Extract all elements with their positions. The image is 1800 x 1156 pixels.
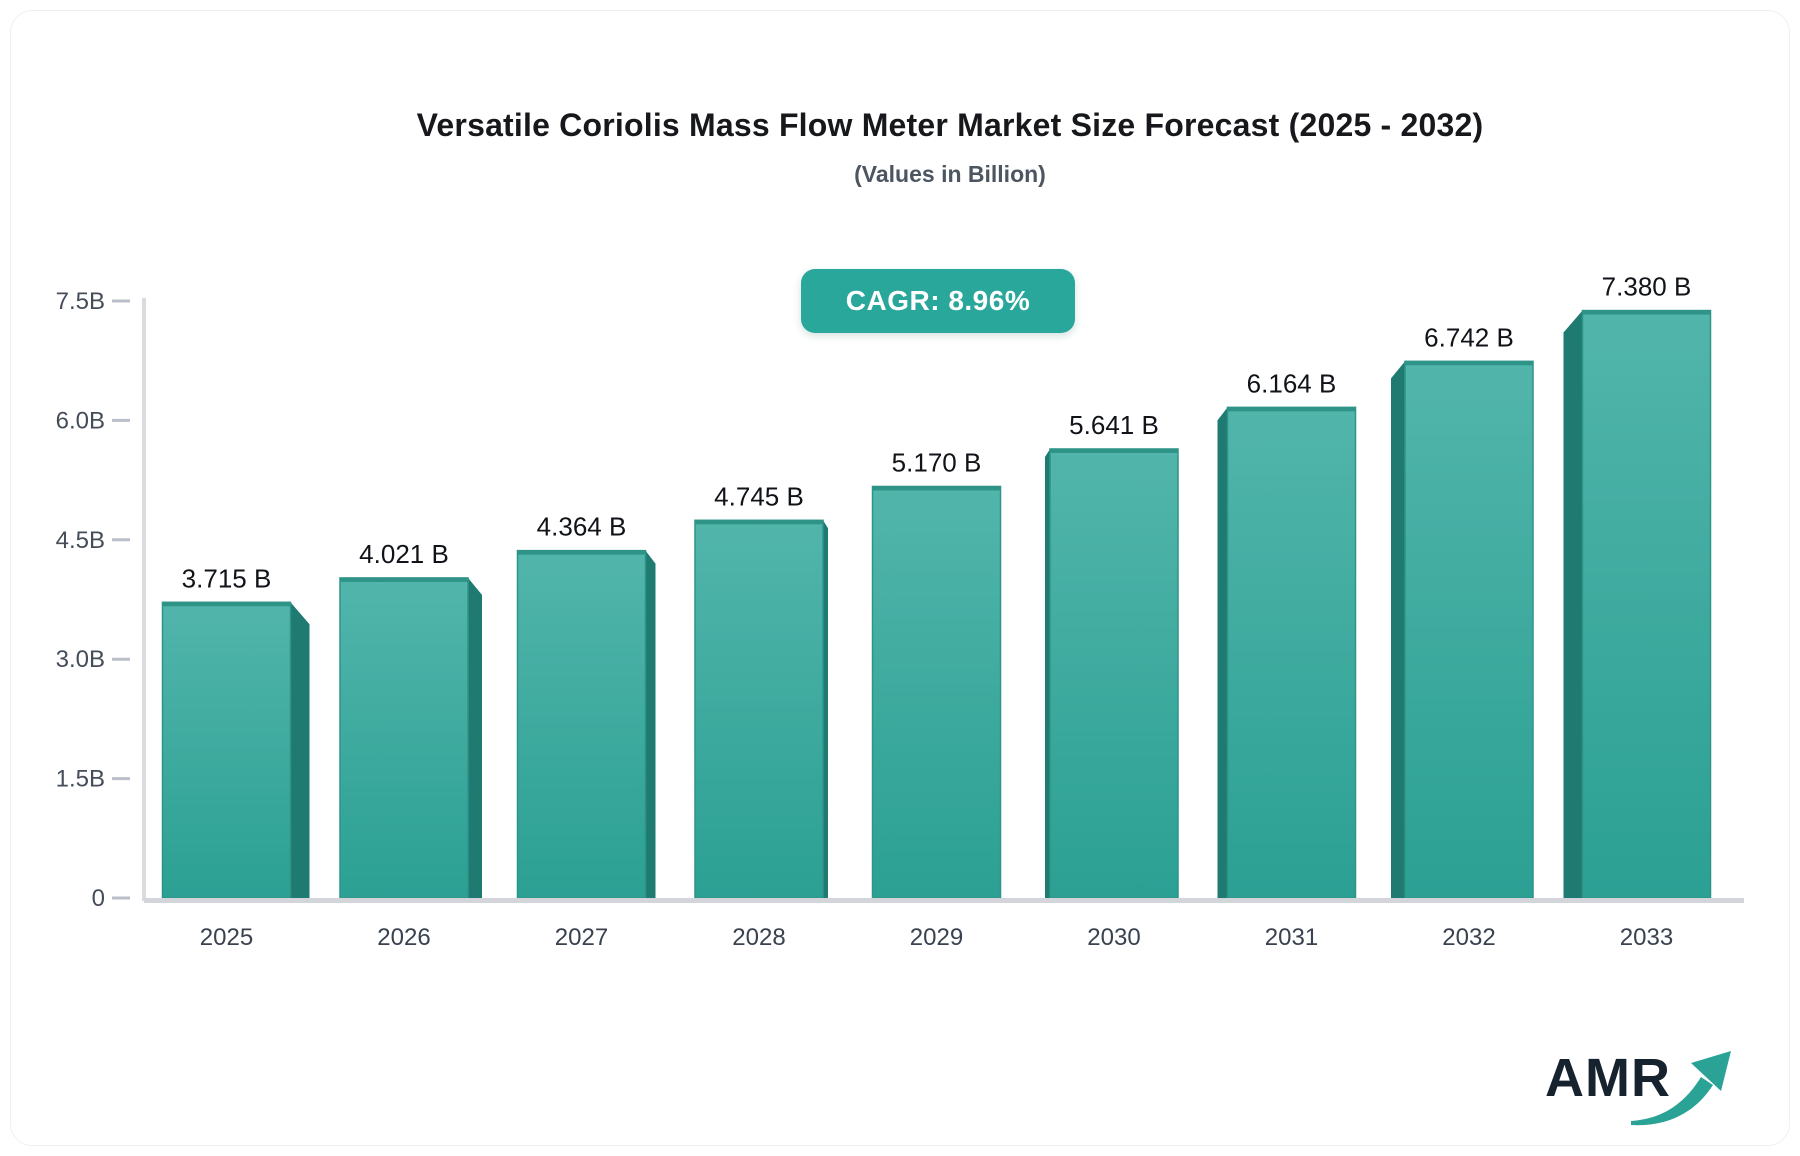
bar-value-label: 6.164 B bbox=[1247, 368, 1337, 398]
bar-side-face bbox=[468, 577, 482, 898]
bar-value-label: 3.715 B bbox=[182, 563, 272, 593]
bar-value-label: 6.742 B bbox=[1424, 322, 1514, 352]
x-axis-label: 2026 bbox=[377, 924, 430, 951]
bar-2032 bbox=[1404, 360, 1534, 899]
x-axis-label: 2032 bbox=[1442, 924, 1495, 951]
bar-2031 bbox=[1226, 406, 1357, 899]
bar-side-face bbox=[1045, 448, 1050, 898]
bar-top-edge bbox=[1050, 448, 1178, 453]
bar-value-label: 4.021 B bbox=[359, 539, 449, 569]
brand-logo-text: AMR bbox=[1545, 1048, 1671, 1108]
bar-value-label: 4.745 B bbox=[714, 481, 804, 511]
x-axis-label: 2029 bbox=[910, 924, 963, 951]
x-axis-label: 2030 bbox=[1087, 924, 1140, 951]
brand-logo: AMR bbox=[1545, 1039, 1765, 1129]
bar-side-face bbox=[290, 602, 310, 898]
brand-arrow-icon bbox=[1631, 1051, 1731, 1126]
bar-chart: 0 1.5B 3.0B 4.5B 6.0B 7.5B 3.715 B 2025 4.021 B 2… bbox=[56, 272, 1744, 951]
bar-2027 bbox=[516, 549, 647, 899]
bar-top-edge bbox=[1405, 361, 1533, 366]
cagr-badge-label: CAGR: 8.96% bbox=[845, 285, 1031, 316]
y-axis-label: 6.0B bbox=[56, 407, 105, 434]
bar-side-face bbox=[645, 550, 656, 898]
bar-top-edge bbox=[517, 550, 646, 555]
bar-side-face bbox=[1391, 361, 1405, 898]
bar-side-face bbox=[1563, 310, 1583, 898]
bar-side-face bbox=[1217, 407, 1228, 898]
bar-top-edge bbox=[162, 602, 291, 607]
y-axis-label: 3.0B bbox=[56, 646, 105, 673]
bar-value-label: 4.364 B bbox=[537, 512, 627, 542]
bar-2029 bbox=[871, 485, 1002, 899]
x-axis-label: 2033 bbox=[1620, 924, 1673, 951]
bar-2033 bbox=[1581, 309, 1712, 899]
y-axis-label: 4.5B bbox=[56, 527, 105, 554]
bar-top-edge bbox=[1227, 407, 1356, 412]
bar-value-label: 7.380 B bbox=[1602, 272, 1692, 302]
y-axis-label: 7.5B bbox=[56, 288, 105, 315]
x-axis-label: 2028 bbox=[732, 924, 785, 951]
bar-top-edge bbox=[1582, 310, 1711, 315]
x-axis-label: 2031 bbox=[1265, 924, 1318, 951]
chart-title: Versatile Coriolis Mass Flow Meter Marke… bbox=[416, 107, 1484, 143]
y-axis-label: 0 bbox=[92, 885, 105, 912]
bar-2025 bbox=[161, 601, 292, 899]
bar-2030 bbox=[1049, 448, 1179, 899]
bar-top-edge bbox=[340, 577, 468, 582]
cagr-badge: CAGR: 8.96% bbox=[801, 269, 1075, 333]
chart-subtitle: (Values in Billion) bbox=[854, 161, 1046, 187]
bar-2028 bbox=[694, 519, 824, 899]
bar-top-edge bbox=[872, 486, 1001, 491]
y-axis-label: 1.5B bbox=[56, 766, 105, 793]
bar-side-face bbox=[823, 520, 828, 898]
x-axis-label: 2027 bbox=[555, 924, 608, 951]
chart-card: Versatile Coriolis Mass Flow Meter Marke… bbox=[10, 10, 1790, 1146]
x-axis-label: 2025 bbox=[200, 924, 253, 951]
bar-2026 bbox=[339, 577, 469, 899]
bar-value-label: 5.641 B bbox=[1069, 410, 1159, 440]
bar-top-edge bbox=[695, 520, 823, 525]
bar-value-label: 5.170 B bbox=[892, 447, 982, 477]
